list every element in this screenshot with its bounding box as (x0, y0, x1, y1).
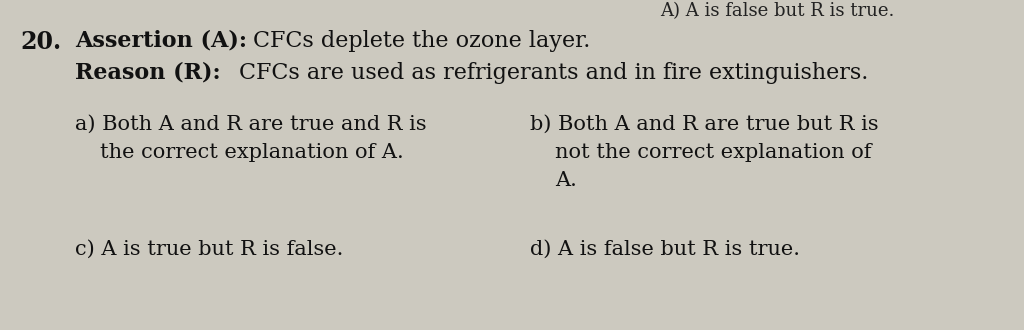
Text: a) Both A and R are true and R is: a) Both A and R are true and R is (75, 115, 427, 134)
Text: A.: A. (555, 171, 577, 190)
Text: A) A is false but R is true.: A) A is false but R is true. (660, 2, 894, 20)
Text: b) Both A and R are true but R is: b) Both A and R are true but R is (530, 115, 879, 134)
Text: c) A is true but R is false.: c) A is true but R is false. (75, 240, 343, 259)
Text: CFCs are used as refrigerants and in fire extinguishers.: CFCs are used as refrigerants and in fir… (239, 62, 868, 84)
Text: Assertion (A):: Assertion (A): (75, 30, 247, 52)
Text: 20.: 20. (20, 30, 61, 54)
Text: d) A is false but R is true.: d) A is false but R is true. (530, 240, 800, 259)
Text: Reason (R):: Reason (R): (75, 62, 220, 84)
Text: the correct explanation of A.: the correct explanation of A. (100, 143, 403, 162)
Text: CFCs deplete the ozone layer.: CFCs deplete the ozone layer. (253, 30, 591, 52)
Text: not the correct explanation of: not the correct explanation of (555, 143, 871, 162)
